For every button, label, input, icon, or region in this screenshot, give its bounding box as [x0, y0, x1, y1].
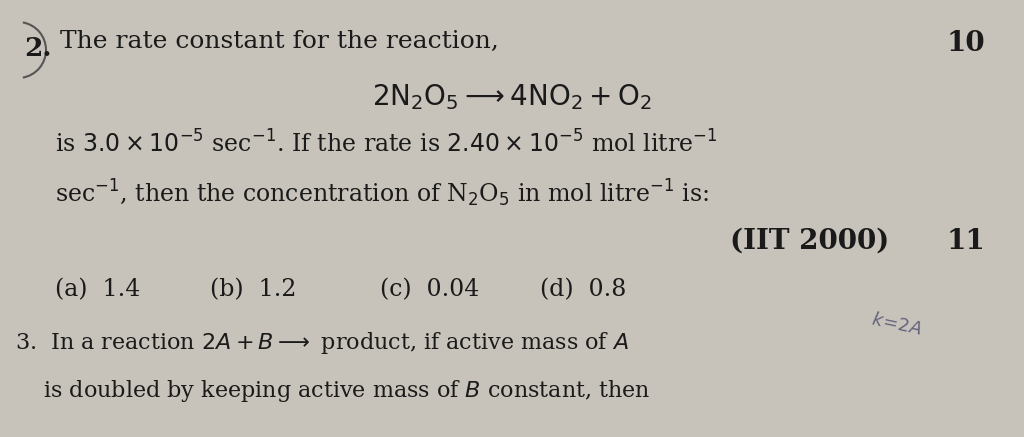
- Text: The rate constant for the reaction,: The rate constant for the reaction,: [60, 30, 499, 53]
- Text: is doubled by keeping active mass of $B$ constant, then: is doubled by keeping active mass of $B$…: [15, 378, 650, 404]
- Text: (IIT 2000): (IIT 2000): [730, 228, 889, 255]
- Text: is $3.0\times10^{-5}$ sec$^{-1}$. If the rate is $2.40\times10^{-5}$ mol litre$^: is $3.0\times10^{-5}$ sec$^{-1}$. If the…: [55, 130, 718, 157]
- Text: $k\!=\!2A$: $k\!=\!2A$: [870, 310, 924, 338]
- Text: sec$^{-1}$, then the concentration of N$_2$O$_5$ in mol litre$^{-1}$ is:: sec$^{-1}$, then the concentration of N$…: [55, 178, 710, 209]
- Text: (a)  1.4: (a) 1.4: [55, 278, 140, 301]
- Text: 10: 10: [946, 30, 985, 57]
- Text: (c)  0.04: (c) 0.04: [380, 278, 479, 301]
- Text: (b)  1.2: (b) 1.2: [210, 278, 297, 301]
- Text: 2.: 2.: [24, 35, 51, 60]
- Text: (d)  0.8: (d) 0.8: [540, 278, 627, 301]
- Text: 11: 11: [946, 228, 985, 255]
- Text: 3.  In a reaction $2A + B \longrightarrow$ product, if active mass of $A$: 3. In a reaction $2A + B \longrightarrow…: [15, 330, 629, 356]
- Text: $\mathrm{2N_2O_5 \longrightarrow 4NO_2 + O_2}$: $\mathrm{2N_2O_5 \longrightarrow 4NO_2 +…: [372, 82, 652, 112]
